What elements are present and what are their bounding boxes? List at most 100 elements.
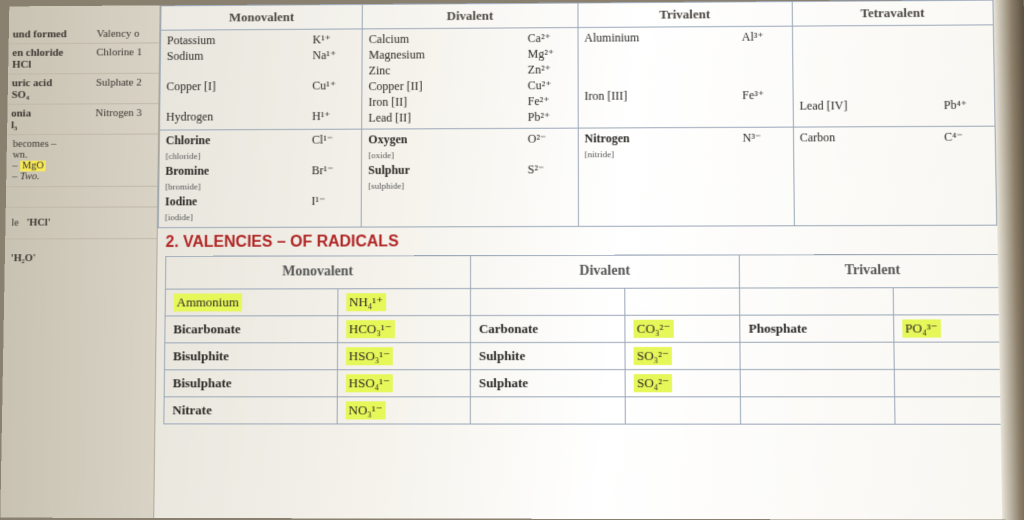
- radical: Sulphite: [479, 348, 525, 363]
- element: Hydrogen: [166, 109, 312, 124]
- element: Nitrogen: [585, 131, 630, 145]
- radical: Bisulphite: [173, 348, 229, 363]
- formula: Cl¹⁻: [312, 133, 356, 148]
- formula: Cu²⁺: [528, 78, 572, 93]
- formula: Fe³⁺: [742, 88, 786, 103]
- formula: Ca²⁺: [528, 31, 572, 46]
- formula: HSO₃¹⁻: [346, 347, 393, 365]
- element: Oxygen: [368, 132, 407, 146]
- formula: Fe²⁺: [528, 94, 572, 109]
- formula: NH₄¹⁺: [346, 293, 386, 311]
- element: Copper [II]: [369, 78, 528, 94]
- table-row: Ammonium NH₄¹⁺: [165, 288, 1006, 316]
- num: 2: [136, 77, 142, 89]
- formula: O²⁻: [528, 132, 572, 147]
- radical: Phosphate: [749, 321, 808, 336]
- element: Bromine: [165, 164, 209, 178]
- formula: NO₃¹⁻: [345, 401, 385, 419]
- formula: Pb⁴⁺: [944, 98, 989, 113]
- table-row: Bicarbonate HCO₃¹⁻ Carbonate CO₃²⁻ Phosp…: [165, 315, 1007, 343]
- sub-label: [sulphide]: [368, 181, 404, 191]
- element: Sulphur: [368, 163, 410, 177]
- element: Zinc: [369, 63, 528, 79]
- formula: Br¹⁻: [312, 163, 356, 178]
- formula: SO₃²⁻: [634, 347, 672, 365]
- element: Calcium: [369, 31, 528, 47]
- txt: le: [11, 218, 19, 229]
- formula: S²⁻: [528, 162, 572, 177]
- sub-label: [bromide]: [165, 182, 201, 192]
- element: Lead [II]: [368, 110, 527, 126]
- section-number: 2.: [165, 234, 178, 251]
- valency-radicals-table: Monovalent Divalent Trivalent Ammonium N…: [163, 254, 1008, 425]
- txt: onia: [11, 108, 31, 120]
- formula: Mg²⁺: [528, 47, 572, 62]
- formula: C⁴⁻: [944, 130, 989, 145]
- col-hdr: Divalent: [363, 3, 578, 29]
- table-row: Chlorine [chloride] Cl¹⁻ Bromine [bromide] B…: [158, 126, 996, 228]
- formula: Cu¹⁺: [312, 78, 356, 93]
- main-content: Monovalent Divalent Trivalent Tetravalen…: [154, 0, 1002, 520]
- radical: Nitrate: [172, 402, 212, 417]
- radical: Ammonium: [174, 293, 242, 311]
- txt: Sulphate: [96, 77, 134, 89]
- formula: 'H₂O': [11, 253, 36, 264]
- left-column-fragment: und formed Valency o en chlorideHCl Chlo…: [0, 5, 160, 518]
- formula: HCl: [12, 59, 31, 71]
- col-hdr: Divalent: [470, 255, 739, 289]
- table-row: Bisulphite HSO₃¹⁻ Sulphite SO₃²⁻: [164, 342, 1007, 370]
- element: Copper [I]: [166, 79, 312, 95]
- col-hdr: und formed: [13, 28, 97, 40]
- col-hdr: Monovalent: [165, 256, 470, 290]
- formula: Pb²⁺: [528, 110, 572, 125]
- txt: Chlorine: [96, 46, 134, 58]
- page: und formed Valency o en chlorideHCl Chlo…: [0, 0, 1024, 520]
- sub-label: [oxide]: [368, 150, 394, 160]
- formula: HSO₄¹⁻: [346, 374, 393, 392]
- table-row: PotassiumK¹⁺ SodiumNa¹⁺ Copper [I]Cu¹⁺ H…: [160, 25, 996, 130]
- txt: wn.: [12, 150, 27, 161]
- txt: becomes –: [13, 139, 57, 150]
- num: 1: [137, 46, 143, 58]
- table-row: Nitrate NO₃¹⁻: [164, 397, 1008, 424]
- formula: HCO₃¹⁻: [346, 320, 395, 338]
- num: 3: [136, 107, 142, 119]
- col-hdr: Monovalent: [161, 4, 363, 30]
- formula: Al³⁺: [742, 30, 786, 45]
- formula: N³⁻: [743, 131, 787, 146]
- table-header-row: Monovalent Divalent Trivalent: [165, 254, 1005, 289]
- txt: uric acid: [12, 77, 52, 89]
- element: Sodium: [167, 48, 313, 64]
- formula: SO₄: [12, 89, 30, 101]
- radical: Bicarbonate: [173, 321, 240, 336]
- formula: Na¹⁺: [313, 48, 356, 63]
- formula: 'HCl': [26, 218, 50, 229]
- element: Magnesium: [369, 47, 528, 63]
- col-hdr: Trivalent: [740, 254, 1006, 288]
- formula: CO₃²⁻: [634, 320, 674, 338]
- section-title: VALENCIES – Of radicals: [183, 233, 399, 250]
- element: Iron [III]: [584, 88, 742, 104]
- element: Aluminium: [584, 30, 742, 46]
- col-hdr: Trivalent: [578, 1, 792, 27]
- table-row: Bisulphate HSO₄¹⁻ Sulphate SO₄²⁻: [164, 369, 1008, 396]
- formula: H¹⁺: [312, 109, 356, 124]
- formula: Zn²⁺: [528, 62, 572, 77]
- section-heading: 2. VALENCIES – Of radicals: [157, 226, 997, 256]
- col-hdr: Tetravalent: [792, 0, 993, 26]
- sub-label: [chloride]: [166, 151, 201, 161]
- txt: en chloride: [12, 47, 63, 59]
- sub-label: [iodide]: [165, 212, 193, 222]
- formula: PO₄³⁻: [902, 319, 941, 337]
- formula: l₃: [11, 119, 17, 131]
- radical: Carbonate: [479, 321, 538, 336]
- element: Iron [II]: [369, 94, 528, 110]
- highlight: MgO: [20, 161, 46, 172]
- formula: K¹⁺: [313, 32, 356, 47]
- formula: SO₄²⁻: [634, 374, 672, 392]
- radical: Bisulphate: [173, 375, 232, 390]
- element: Chlorine: [166, 133, 211, 147]
- formula: I¹⁻: [312, 194, 356, 209]
- sub-label: [nitride]: [585, 149, 614, 159]
- col-hdr: Valency o: [97, 28, 156, 40]
